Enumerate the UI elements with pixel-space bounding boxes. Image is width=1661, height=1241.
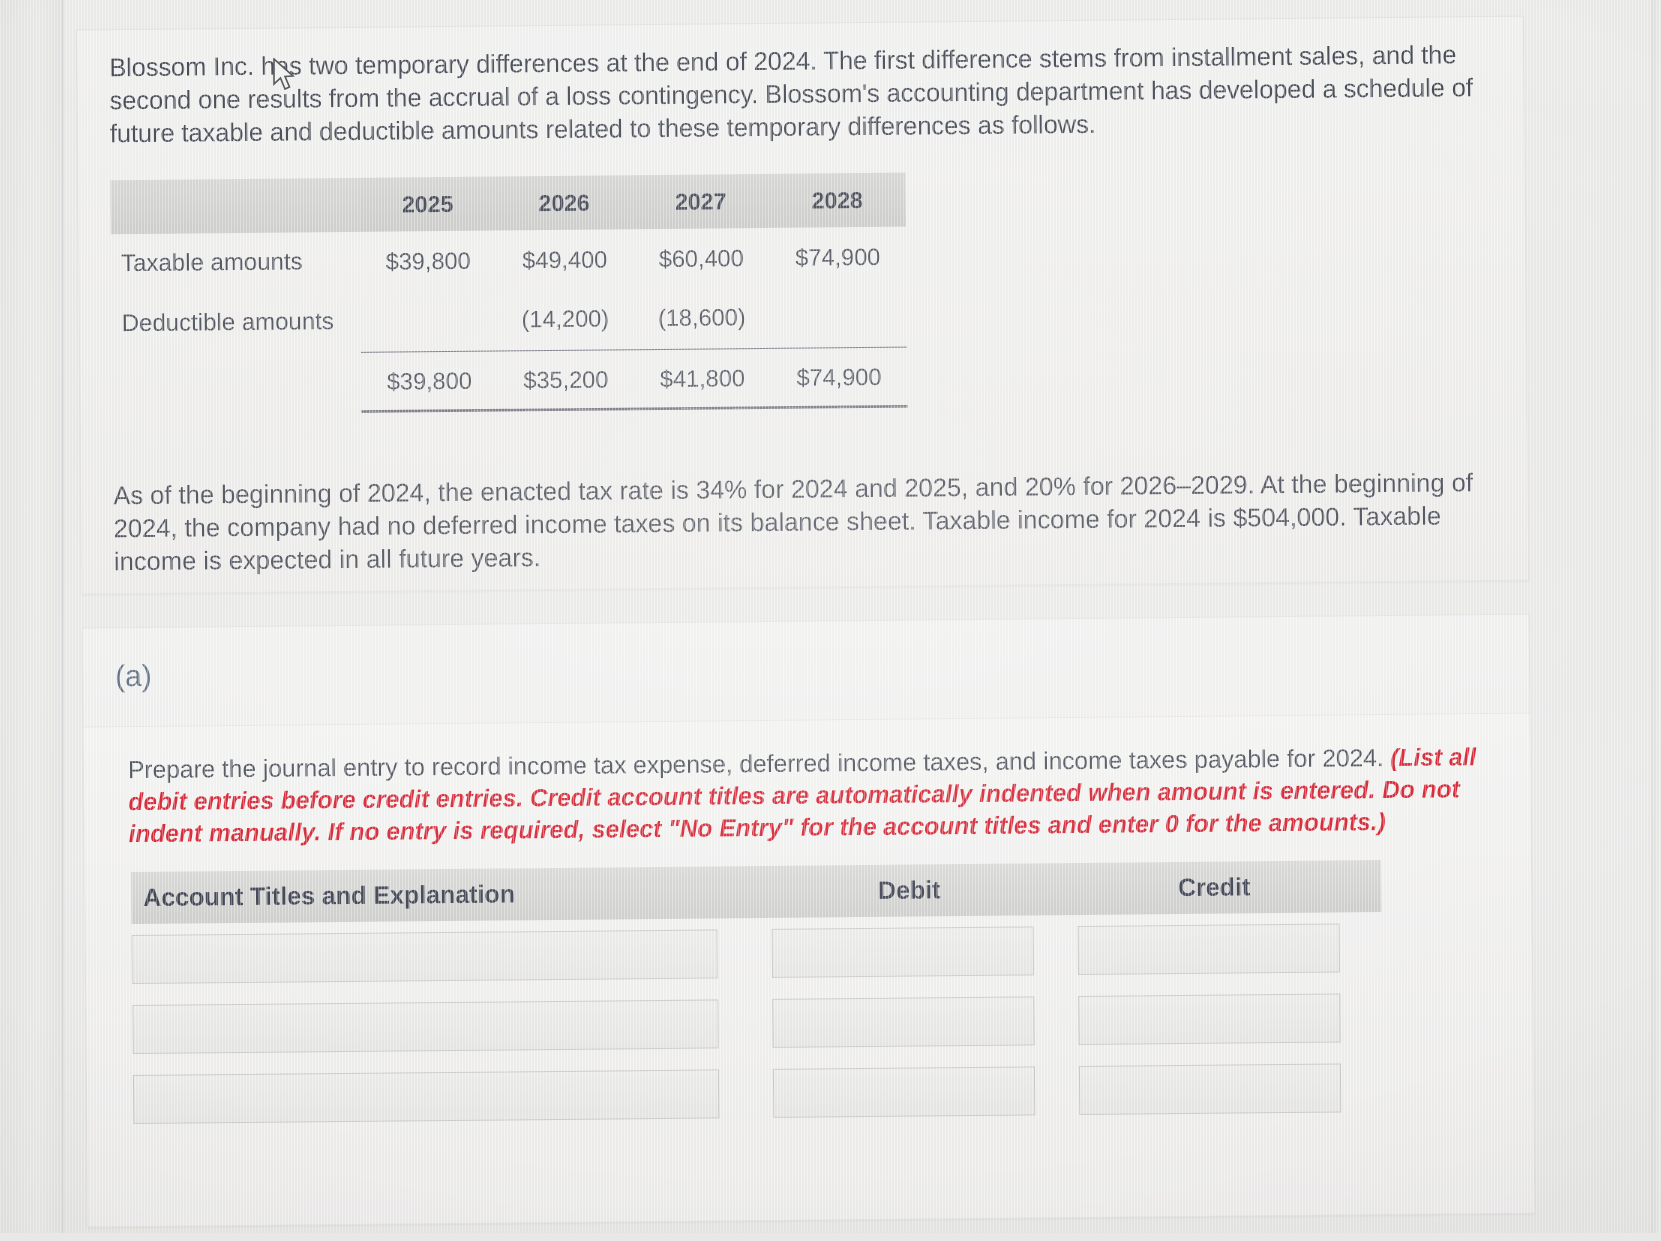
credit-amount-input-1[interactable] — [1077, 922, 1340, 975]
table-row: Deductible amounts (14,200) (18,600) — [111, 286, 907, 355]
schedule-body: Taxable amounts $39,800 $49,400 $60,400 … — [111, 227, 908, 415]
net-total-2027: $41,800 — [633, 347, 771, 410]
schedule-header-year-2026: 2026 — [495, 175, 633, 231]
schedule-row-label-taxable: Taxable amounts — [120, 248, 303, 278]
table-row: $39,800 $35,200 $41,800 $74,900 — [112, 346, 908, 415]
debit-amount-input-2[interactable] — [772, 995, 1035, 1048]
table-row — [132, 982, 1383, 1064]
deductible-2026: (14,200) — [496, 289, 634, 351]
journal-cell-credit — [1061, 1062, 1371, 1115]
journal-cell-debit — [761, 1065, 1061, 1118]
net-total-2025: $39,800 — [360, 350, 498, 412]
schedule-row-label-deductible: Deductible amounts — [121, 308, 334, 338]
schedule-header: 2025 2026 2027 2028 — [110, 172, 906, 235]
schedule-table: 2025 2026 2027 2028 Taxable amounts $39,… — [110, 172, 908, 415]
schedule-header-rowlabel — [110, 177, 360, 235]
account-title-input-2[interactable] — [132, 998, 719, 1054]
credit-amount-input-3[interactable] — [1078, 1062, 1342, 1115]
net-total-2026: $35,200 — [497, 349, 635, 411]
journal-header-account: Account Titles and Explanation — [143, 879, 516, 912]
journal-cell-account — [132, 998, 760, 1054]
deductible-2028 — [769, 286, 907, 348]
mouse-cursor-icon — [273, 58, 295, 91]
schedule-header-year-2025: 2025 — [359, 176, 497, 232]
journal-cell-account — [131, 928, 760, 984]
table-row — [132, 1052, 1384, 1134]
left-bezel-gutter — [0, 0, 64, 1233]
taxable-2025: $39,800 — [385, 247, 471, 275]
schedule-header-year-2028: 2028 — [768, 172, 906, 228]
debit-amount-input-3[interactable] — [772, 1065, 1036, 1118]
schedule-header-year-2027: 2027 — [632, 173, 770, 230]
account-title-input-1[interactable] — [131, 928, 719, 984]
part-label: (a) — [114, 659, 152, 694]
schedule-header-row: 2025 2026 2027 2028 — [110, 172, 906, 235]
deductible-2025 — [360, 290, 498, 352]
problem-statement-paragraph: Blossom Inc. has two temporary differenc… — [109, 41, 1473, 149]
instructions-text: Prepare the journal entry to record inco… — [128, 742, 1489, 851]
part-a-card: (a) Prepare the journal entry to record … — [81, 613, 1536, 1228]
account-title-input-3[interactable] — [132, 1068, 720, 1124]
schedule-total-label — [112, 352, 361, 414]
journal-cell-credit — [1060, 922, 1370, 975]
credit-amount-input-2[interactable] — [1078, 992, 1341, 1045]
table-row: Taxable amounts $39,800 $49,400 $60,400 … — [111, 227, 907, 295]
debit-amount-input-1[interactable] — [771, 925, 1034, 978]
journal-cell-debit — [760, 995, 1060, 1048]
page-canvas: Blossom Inc. has two temporary differenc… — [64, 0, 1661, 1241]
journal-cell-account — [132, 1068, 761, 1124]
taxable-2026: $49,400 — [522, 245, 608, 273]
taxable-2028: $74,900 — [795, 243, 881, 271]
future-amounts-schedule: 2025 2026 2027 2028 Taxable amounts $39,… — [110, 172, 922, 414]
journal-entry-table: Account Titles and Explanation Debit Cre… — [130, 860, 1384, 1134]
problem-statement-text: Blossom Inc. has two temporary differenc… — [109, 39, 1510, 151]
tax-rate-note: As of the beginning of 2024, the enacted… — [113, 469, 1474, 577]
journal-header-debit: Debit — [877, 875, 941, 905]
journal-header-credit: Credit — [1177, 872, 1251, 902]
taxable-2027: $60,400 — [658, 244, 744, 272]
deductible-2027: (18,600) — [633, 287, 771, 350]
table-row — [131, 912, 1382, 994]
journal-cell-credit — [1060, 992, 1370, 1045]
journal-cell-debit — [760, 925, 1060, 978]
problem-statement-card: Blossom Inc. has two temporary differenc… — [75, 15, 1530, 595]
page-scrollbar[interactable] — [1651, 0, 1661, 1233]
part-a-body: Prepare the journal entry to record inco… — [83, 713, 1535, 1227]
net-total-2028: $74,900 — [770, 346, 908, 408]
